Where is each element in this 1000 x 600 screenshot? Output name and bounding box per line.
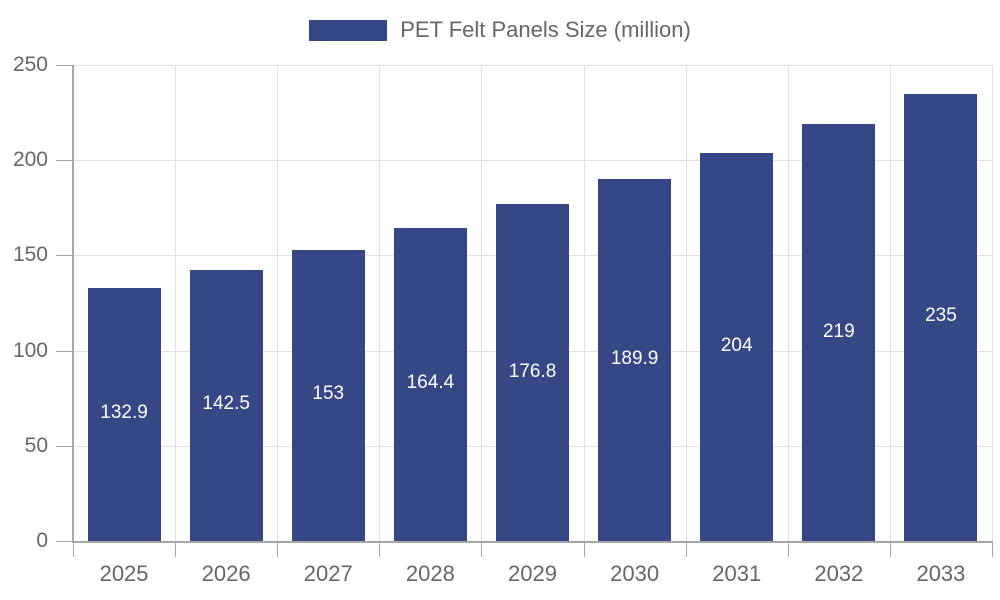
x-gridline [277, 65, 279, 541]
x-axis-label: 2026 [201, 561, 251, 586]
y-gridline [73, 160, 992, 162]
bar-value-label: 164.4 [406, 372, 455, 394]
bar-2027 [291, 249, 365, 541]
x-gridline [787, 65, 789, 541]
bar-value-label: 219 [822, 320, 855, 342]
x-axis-label: 2025 [99, 561, 149, 586]
y-axis-label: 150 [12, 243, 48, 267]
x-gridline [685, 65, 687, 541]
x-axis-tick [175, 543, 177, 557]
x-axis-tick [889, 543, 891, 557]
y-axis-tick [56, 350, 73, 352]
x-gridline [889, 65, 891, 541]
bar-2028 [393, 227, 467, 541]
bar-value-label: 235 [925, 305, 957, 327]
y-axis-tick [56, 541, 73, 542]
y-axis-label: 200 [12, 148, 48, 172]
x-axis-tick [481, 543, 483, 557]
legend-swatch [309, 19, 388, 41]
y-axis-label: 100 [12, 338, 48, 362]
x-axis-label: 2029 [508, 561, 557, 586]
y-axis-tick [56, 160, 73, 162]
x-gridline [992, 65, 993, 541]
bar-value-label: 204 [720, 334, 753, 356]
x-axis-tick [583, 543, 585, 557]
bar-2033 [904, 93, 978, 541]
x-axis-label: 2030 [610, 561, 660, 586]
x-axis-label: 2027 [303, 561, 353, 586]
y-gridline [73, 65, 992, 66]
bar-value-label: 132.9 [100, 402, 148, 424]
y-axis-line [72, 65, 74, 541]
y-axis-tick [56, 65, 73, 66]
bar-2025 [87, 287, 161, 541]
x-axis-tick [277, 543, 279, 557]
x-axis-tick [685, 543, 687, 557]
x-axis-tick [379, 543, 381, 557]
y-axis-label: 0 [36, 529, 48, 552]
x-axis-tick [992, 543, 993, 557]
bar-2026 [189, 269, 263, 541]
y-axis-tick [56, 255, 73, 257]
bar-2030 [598, 179, 672, 541]
chart-legend: PET Felt Panels Size (million) [0, 12, 1000, 48]
bar-value-label: 153 [312, 383, 345, 405]
x-axis-tick [787, 543, 789, 557]
bar-value-label: 142.5 [202, 393, 250, 415]
bar-value-label: 189.9 [610, 348, 659, 370]
bar-2029 [496, 204, 569, 541]
bar-2032 [802, 124, 876, 541]
x-gridline [583, 65, 585, 541]
bar-value-label: 176.8 [508, 360, 557, 382]
x-axis-line [72, 541, 993, 543]
x-axis-label: 2032 [814, 561, 864, 586]
bar-2031 [700, 152, 774, 541]
x-gridline [379, 65, 381, 541]
y-axis-label: 50 [24, 433, 48, 457]
x-axis-label: 2028 [405, 561, 455, 586]
y-axis-label: 250 [12, 53, 48, 76]
x-axis-label: 2031 [712, 561, 762, 586]
x-gridline [175, 65, 177, 541]
legend-label: PET Felt Panels Size (million) [400, 17, 691, 42]
x-axis-label: 2033 [916, 561, 966, 586]
x-axis-tick [73, 543, 74, 557]
y-axis-tick [56, 445, 73, 447]
x-gridline [481, 65, 483, 541]
